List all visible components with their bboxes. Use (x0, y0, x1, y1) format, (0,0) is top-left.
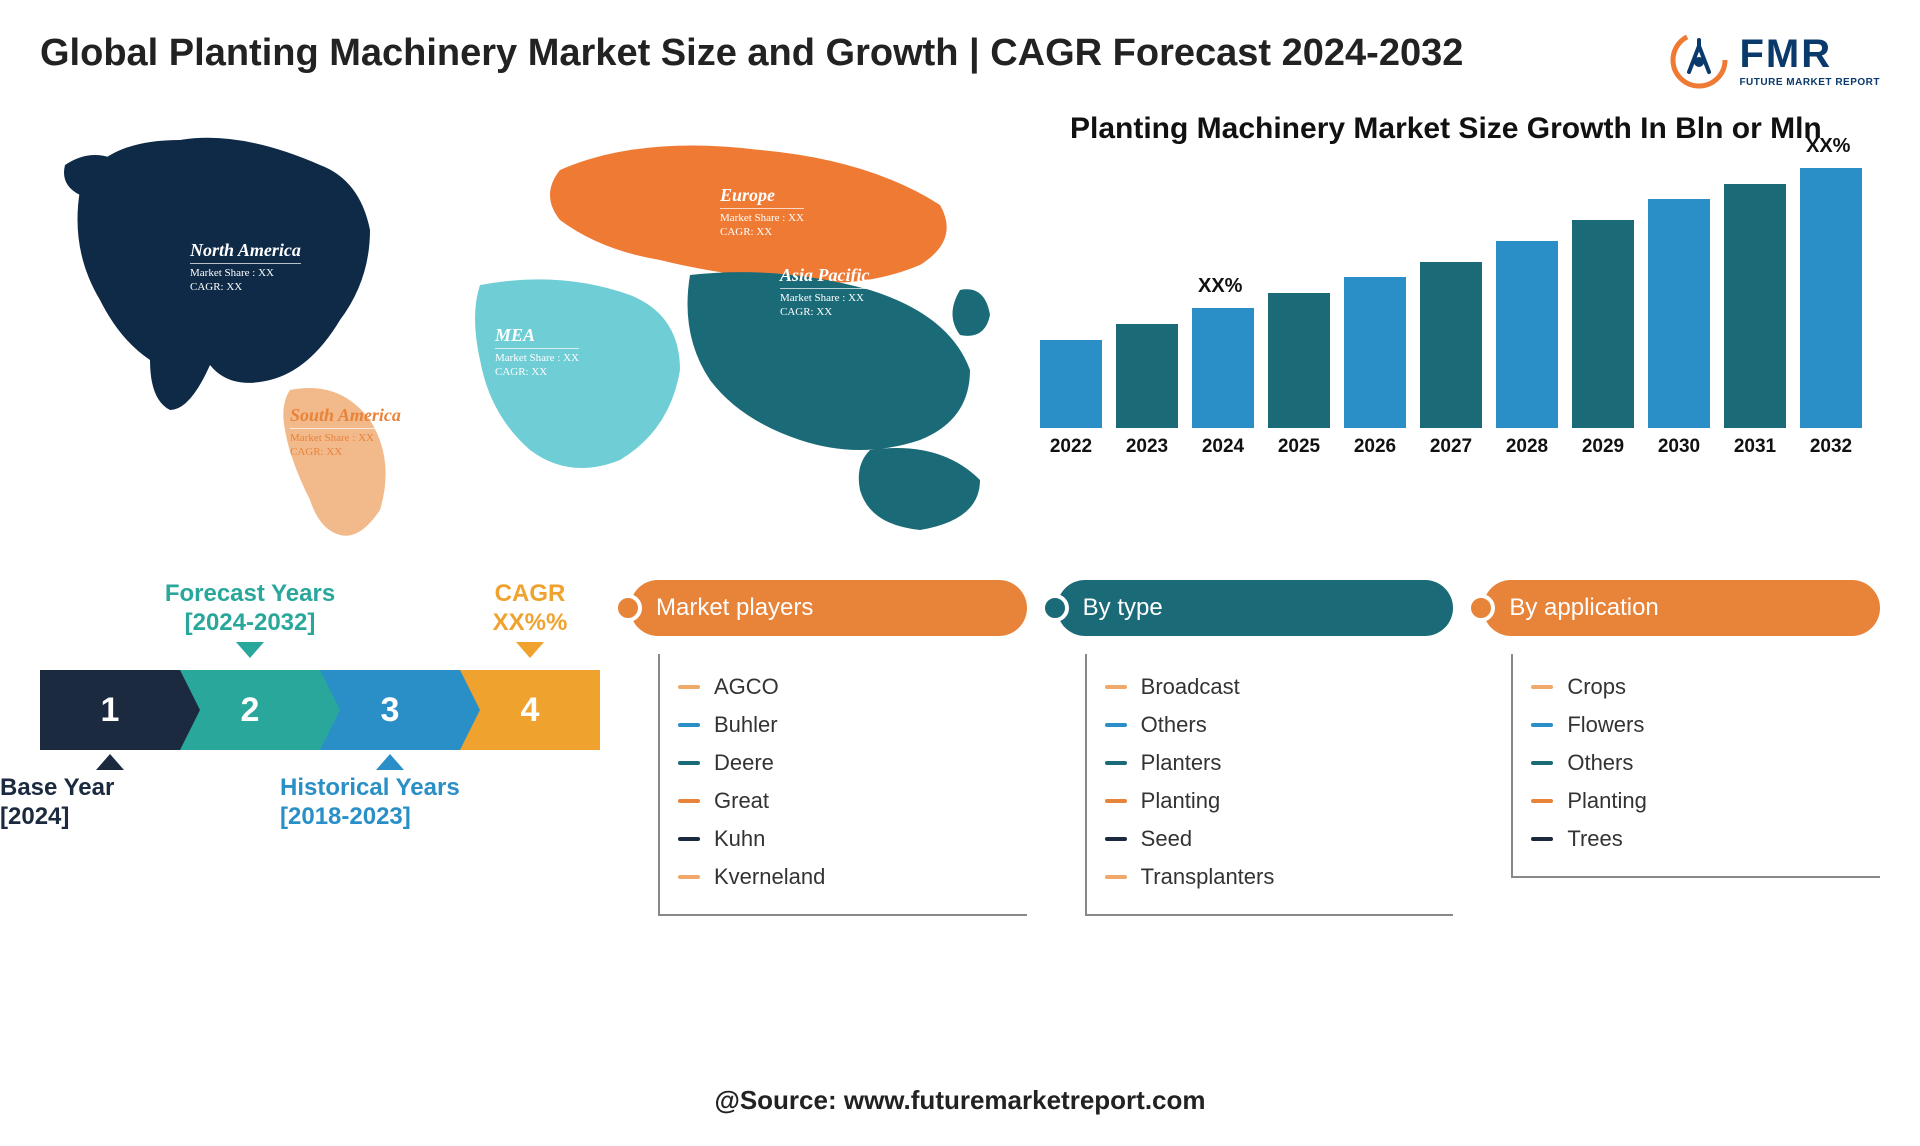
segment-header: By type (1057, 580, 1454, 636)
segment-block-1: By type BroadcastOthersPlantersPlantingS… (1057, 580, 1454, 916)
segment-item: Great (660, 782, 1027, 820)
segmentation-blocks: Market players AGCOBuhlerDeereGreatKuhnK… (630, 580, 1880, 916)
logo-icon (1669, 30, 1729, 90)
timeline-seg-4: 4 (460, 670, 600, 750)
region-label-ap: Asia PacificMarket Share : XXCAGR: XX (780, 265, 869, 320)
source-attribution: @Source: www.futuremarketreport.com (0, 1085, 1920, 1116)
bar-2030: 2030 (1648, 199, 1710, 458)
segment-item: Broadcast (1087, 668, 1454, 706)
segment-item: Transplanters (1087, 858, 1454, 896)
bar-2029: 2029 (1572, 220, 1634, 458)
chart-title: Planting Machinery Market Size Growth In… (1070, 110, 1880, 148)
region-label-sa: South AmericaMarket Share : XXCAGR: XX (290, 405, 401, 460)
timeline-seg-1: 1 (40, 670, 180, 750)
segment-item: AGCO (660, 668, 1027, 706)
timeline-top-label: Forecast Years[2024-2032] (140, 580, 360, 658)
segment-item: Planting (1087, 782, 1454, 820)
lower-row: Forecast Years[2024-2032] CAGRXX%% 1234 B… (40, 580, 1880, 916)
segment-header: Market players (630, 580, 1027, 636)
timeline-seg-2: 2 (180, 670, 320, 750)
bar-annotation: XX% (1806, 135, 1850, 158)
segment-item: Planters (1087, 744, 1454, 782)
timeline-seg-3: 3 (320, 670, 460, 750)
bar-2028: 2028 (1496, 241, 1558, 458)
upper-row: North AmericaMarket Share : XXCAGR: XX So… (40, 110, 1880, 540)
bar-2031: 2031 (1724, 184, 1786, 458)
logo-subtitle: FUTURE MARKET REPORT (1739, 77, 1880, 88)
segment-body: BroadcastOthersPlantersPlantingSeedTrans… (1085, 654, 1454, 916)
segment-item: Others (1087, 706, 1454, 744)
bar-2023: 2023 (1116, 324, 1178, 458)
logo: FMR FUTURE MARKET REPORT (1669, 30, 1880, 90)
segment-item: Deere (660, 744, 1027, 782)
world-map: North AmericaMarket Share : XXCAGR: XX So… (40, 110, 1000, 540)
bar-2026: 2026 (1344, 277, 1406, 458)
timeline-bottom-label: Base Year[2024] (0, 754, 220, 832)
bar-2032: 2032 (1800, 168, 1862, 458)
bars-container: 2022202320242025202620272028202920302031… (1040, 168, 1880, 458)
bar-2024: 2024 (1192, 308, 1254, 458)
segment-body: AGCOBuhlerDeereGreatKuhnKverneland (658, 654, 1027, 916)
bar-chart: Planting Machinery Market Size Growth In… (1040, 110, 1880, 540)
timeline: Forecast Years[2024-2032]CAGRXX%% 1234 B… (40, 580, 600, 916)
segment-item: Kuhn (660, 820, 1027, 858)
timeline-top-label: CAGRXX%% (420, 580, 640, 658)
segment-body: CropsFlowersOthersPlantingTrees (1511, 654, 1880, 878)
logo-abbr: FMR (1739, 32, 1880, 77)
segment-item: Crops (1513, 668, 1880, 706)
timeline-bar: 1234 (40, 670, 600, 750)
segment-item: Kverneland (660, 858, 1027, 896)
segment-item: Buhler (660, 706, 1027, 744)
bar-2025: 2025 (1268, 293, 1330, 458)
page-title: Global Planting Machinery Market Size an… (40, 30, 1463, 78)
segment-block-0: Market players AGCOBuhlerDeereGreatKuhnK… (630, 580, 1027, 916)
header: Global Planting Machinery Market Size an… (40, 30, 1880, 90)
bar-2022: 2022 (1040, 340, 1102, 458)
segment-header: By application (1483, 580, 1880, 636)
region-label-eu: EuropeMarket Share : XXCAGR: XX (720, 185, 804, 240)
timeline-bottom-labels: Base Year[2024]Historical Years[2018-202… (40, 750, 600, 870)
segment-item: Trees (1513, 820, 1880, 858)
segment-item: Seed (1087, 820, 1454, 858)
segment-item: Others (1513, 744, 1880, 782)
segment-item: Planting (1513, 782, 1880, 820)
region-label-na: North AmericaMarket Share : XXCAGR: XX (190, 240, 301, 295)
segment-item: Flowers (1513, 706, 1880, 744)
bar-annotation: XX% (1198, 275, 1242, 298)
segment-block-2: By application CropsFlowersOthersPlantin… (1483, 580, 1880, 916)
region-label-mea: MEAMarket Share : XXCAGR: XX (495, 325, 579, 380)
bar-2027: 2027 (1420, 262, 1482, 458)
timeline-bottom-label: Historical Years[2018-2023] (280, 754, 500, 832)
